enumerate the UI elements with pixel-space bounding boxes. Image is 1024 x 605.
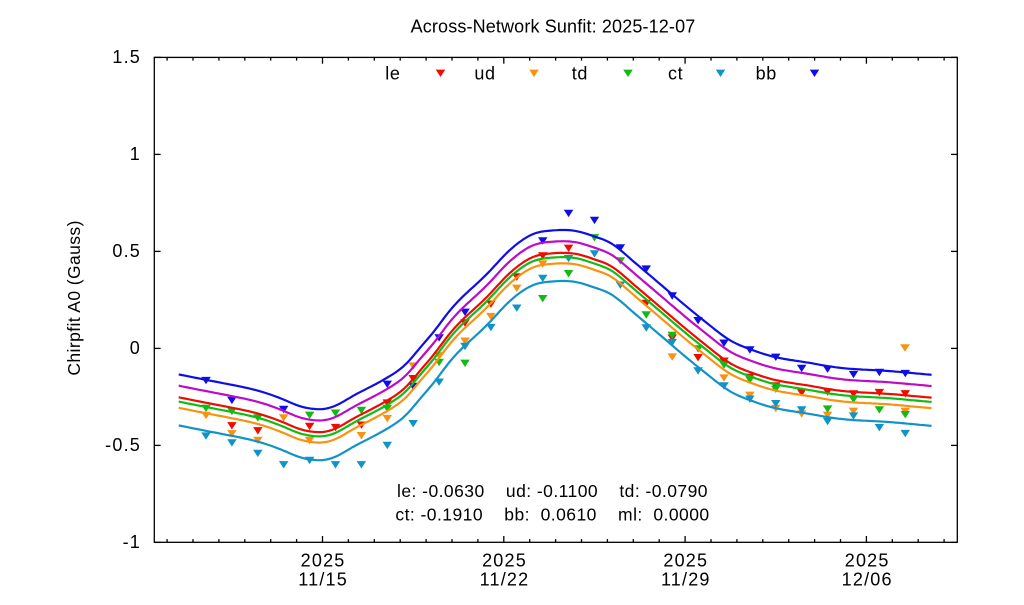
svg-text:ct: ct <box>668 64 683 84</box>
svg-text:2025: 2025 <box>482 550 527 570</box>
svg-text:le: le <box>385 64 400 84</box>
svg-text:td: td <box>572 64 588 84</box>
svg-text:2025: 2025 <box>845 550 890 570</box>
svg-text:0.5: 0.5 <box>112 241 141 261</box>
svg-text:ud: ud <box>474 64 495 84</box>
svg-text:-1: -1 <box>123 532 141 552</box>
svg-text:1.5: 1.5 <box>112 47 141 67</box>
svg-text:2025: 2025 <box>663 550 708 570</box>
svg-text:ct: -0.1910 bb: 0.0610: ct: -0.1910 bb: 0.0610 ml: 0.0000 <box>395 505 709 525</box>
svg-text:12/06: 12/06 <box>842 570 893 590</box>
svg-text:Across-Network Sunfit: 2025-12: Across-Network Sunfit: 2025-12-07 <box>411 17 696 37</box>
svg-text:0: 0 <box>130 338 141 358</box>
svg-text:11/22: 11/22 <box>480 570 530 590</box>
svg-text:2025: 2025 <box>301 550 346 570</box>
svg-text:1: 1 <box>130 144 141 164</box>
svg-text:11/15: 11/15 <box>298 570 348 590</box>
svg-text:bb: bb <box>756 64 777 84</box>
svg-text:11/29: 11/29 <box>661 570 711 590</box>
svg-text:le: -0.0630 ud: -0.1100: le: -0.0630 ud: -0.1100 td: -0.0790 <box>397 481 708 501</box>
svg-text:-0.5: -0.5 <box>105 435 141 455</box>
svg-text:Chirpfit A0 (Gauss): Chirpfit A0 (Gauss) <box>64 220 84 375</box>
